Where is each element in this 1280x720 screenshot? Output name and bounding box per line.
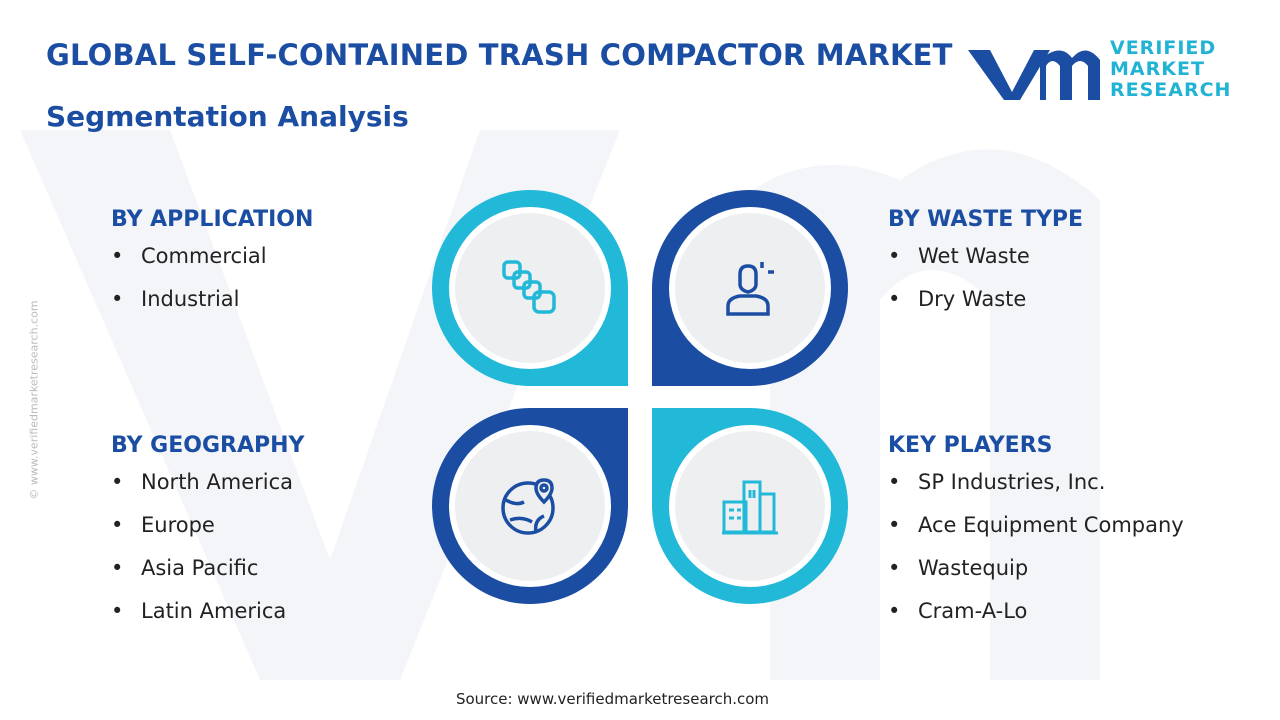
title: GLOBAL SELF-CONTAINED TRASH COMPACTOR MA… (46, 38, 953, 72)
side-text: © www.verifiedmarketresearch.com (27, 300, 41, 500)
icon-circle (455, 431, 605, 581)
logo-text: VERIFIED MARKET RESEARCH (1110, 38, 1231, 101)
segment-heading: KEY PLAYERS (888, 433, 1053, 458)
segment-item: North America (111, 470, 304, 513)
segment-item: Wet Waste (888, 244, 1083, 287)
icon (726, 262, 774, 316)
segment-item: Cram-A-Lo (888, 599, 1184, 642)
segment-heading: BY GEOGRAPHY (111, 433, 305, 458)
segment-heading: BY APPLICATION (111, 207, 314, 232)
icon (722, 480, 778, 535)
icon-circle (675, 431, 825, 581)
icon (501, 478, 555, 535)
icon-circle (675, 213, 825, 363)
segment: KEY PLAYERS SP Industries, Inc.Ace Equip… (888, 433, 1184, 642)
icon-circle (455, 213, 605, 363)
segment-shape (432, 408, 628, 604)
segment-heading: BY WASTE TYPE (888, 207, 1084, 232)
segment: BY WASTE TYPE Wet WasteDry Waste (888, 207, 1083, 330)
segment-item: Industrial (111, 287, 313, 330)
icon (502, 260, 556, 314)
segment-shape (432, 190, 628, 386)
source: Source: www.verifiedmarketresearch.com (455, 690, 770, 708)
segment: BY APPLICATION CommercialIndustrial (111, 207, 313, 330)
segment: BY GEOGRAPHY North AmericaEuropeAsia Pac… (111, 433, 304, 642)
segment-item: Dry Waste (888, 287, 1083, 330)
segment-shape (652, 408, 848, 604)
segment-item: Europe (111, 513, 304, 556)
logo-line: VERIFIED (1110, 37, 1217, 59)
segment-item: Latin America (111, 599, 304, 642)
segment-item: Ace Equipment Company (888, 513, 1184, 556)
segment-item: SP Industries, Inc. (888, 470, 1184, 513)
subtitle: Segmentation Analysis (46, 100, 409, 133)
segment-item: Wastequip (888, 556, 1184, 599)
logo-line: MARKET (1110, 58, 1205, 80)
segment-shape (652, 190, 848, 386)
segment-item: Asia Pacific (111, 556, 304, 599)
segment-item: Commercial (111, 244, 313, 287)
logo-line: RESEARCH (1110, 79, 1232, 101)
